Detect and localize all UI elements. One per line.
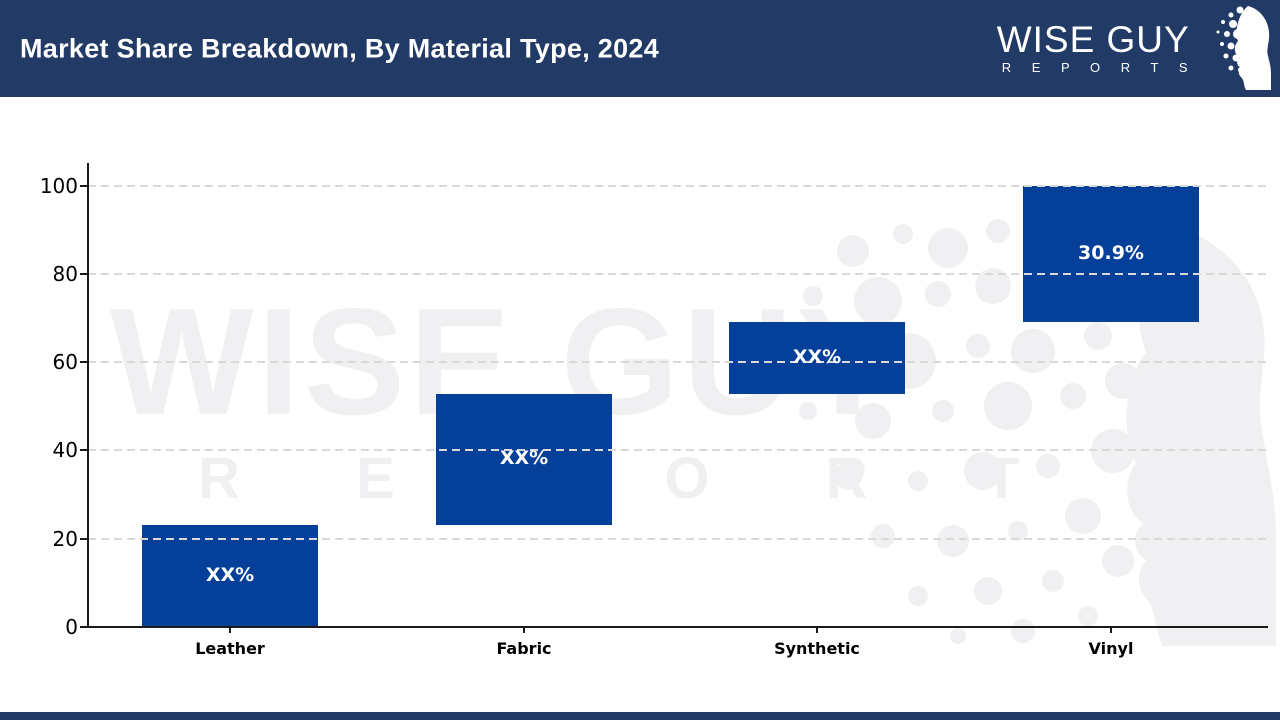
y-tick-label-60: 60	[52, 350, 78, 375]
y-tick-mark-0	[80, 626, 87, 628]
bar-value-label-synthetic: XX%	[792, 345, 842, 368]
y-tick-label-80: 80	[52, 261, 78, 286]
header-bar: Market Share Breakdown, By Material Type…	[0, 0, 1280, 97]
y-tick-mark-60	[80, 361, 87, 364]
x-tick-label-synthetic: Synthetic	[774, 639, 860, 658]
y-tick-label-20: 20	[52, 526, 78, 551]
y-tick-label-40: 40	[52, 438, 78, 463]
brand-logo: WISE GUY R E P O R T S	[997, 4, 1272, 90]
brand-subname: R E P O R T S	[1001, 60, 1196, 76]
page-title: Market Share Breakdown, By Material Type…	[20, 33, 660, 63]
brand-name: WISE GUY	[996, 18, 1190, 60]
brand-face-icon	[1216, 6, 1271, 90]
bar-synthetic	[729, 321, 905, 394]
gridline-80	[88, 272, 1268, 275]
y-tick-mark-20	[80, 537, 87, 540]
bar-value-label-fabric: XX%	[499, 447, 549, 470]
y-tick-mark-40	[80, 449, 87, 452]
gridline-60	[88, 361, 1268, 364]
bar-fabric	[436, 393, 612, 525]
y-axis-line	[87, 163, 89, 628]
footer-bar	[0, 712, 1280, 720]
bar-leather	[142, 524, 318, 627]
bar-value-label-leather: XX%	[205, 563, 255, 586]
x-tick-label-vinyl: Vinyl	[1088, 639, 1134, 658]
x-tick-mark-synthetic	[816, 628, 818, 633]
gridline-40	[88, 449, 1268, 452]
y-tick-label-0: 0	[65, 615, 78, 639]
y-tick-mark-80	[80, 272, 87, 275]
x-tick-label-fabric: Fabric	[496, 639, 552, 658]
watermark-text-line2: R E P O R T S	[198, 446, 1225, 511]
x-tick-label-leather: Leather	[195, 639, 265, 658]
y-tick-mark-100	[80, 184, 87, 187]
gridline-100	[88, 184, 1268, 187]
bar-vinyl	[1023, 185, 1199, 322]
y-tick-label-100: 100	[39, 173, 78, 198]
x-axis-line	[87, 626, 1268, 628]
brand-logo-text: WISE GUY R E P O R T S	[996, 18, 1196, 76]
x-tick-mark-vinyl	[1110, 628, 1112, 633]
gridline-20	[88, 537, 1268, 540]
x-tick-mark-leather	[229, 628, 231, 633]
bar-value-label-vinyl: 30.9%	[1078, 241, 1144, 264]
x-tick-mark-fabric	[523, 628, 525, 633]
